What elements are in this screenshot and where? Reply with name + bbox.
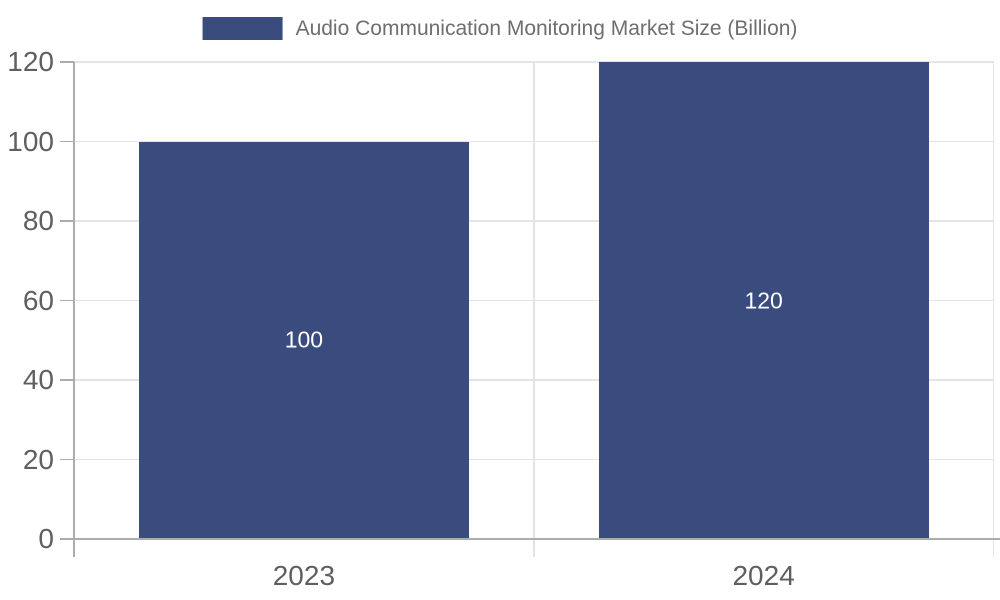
x-tick-label: 2023 (272, 560, 336, 591)
y-tick (60, 458, 74, 461)
y-tick-label: 40 (22, 364, 54, 395)
y-tick (60, 61, 74, 63)
y-tick (60, 379, 74, 381)
chart-legend[interactable]: Audio Communication Monitoring Market Si… (202, 16, 798, 41)
y-tick-label: 100 (7, 125, 54, 157)
y-tick-label: 80 (22, 205, 54, 236)
y-tick (60, 220, 74, 222)
legend-swatch (202, 17, 283, 41)
y-tick-label: 120 (7, 46, 54, 77)
gridline-v (533, 62, 535, 557)
bar[interactable] (138, 141, 469, 539)
legend-label: Audio Communication Monitoring Market Si… (295, 17, 798, 40)
bar-value-label: 100 (284, 326, 324, 353)
y-tick-label: 60 (22, 284, 54, 316)
y-tick-label: 0 (38, 523, 54, 554)
y-tick (60, 299, 74, 302)
bar-value-label: 120 (744, 287, 783, 313)
bar[interactable] (598, 62, 929, 539)
y-tick (60, 140, 74, 143)
y-axis-line (73, 62, 75, 557)
y-tick-label: 20 (22, 443, 54, 475)
gridline-v (992, 62, 995, 557)
x-axis-line (60, 538, 1000, 540)
x-tick-label: 2024 (732, 560, 795, 591)
